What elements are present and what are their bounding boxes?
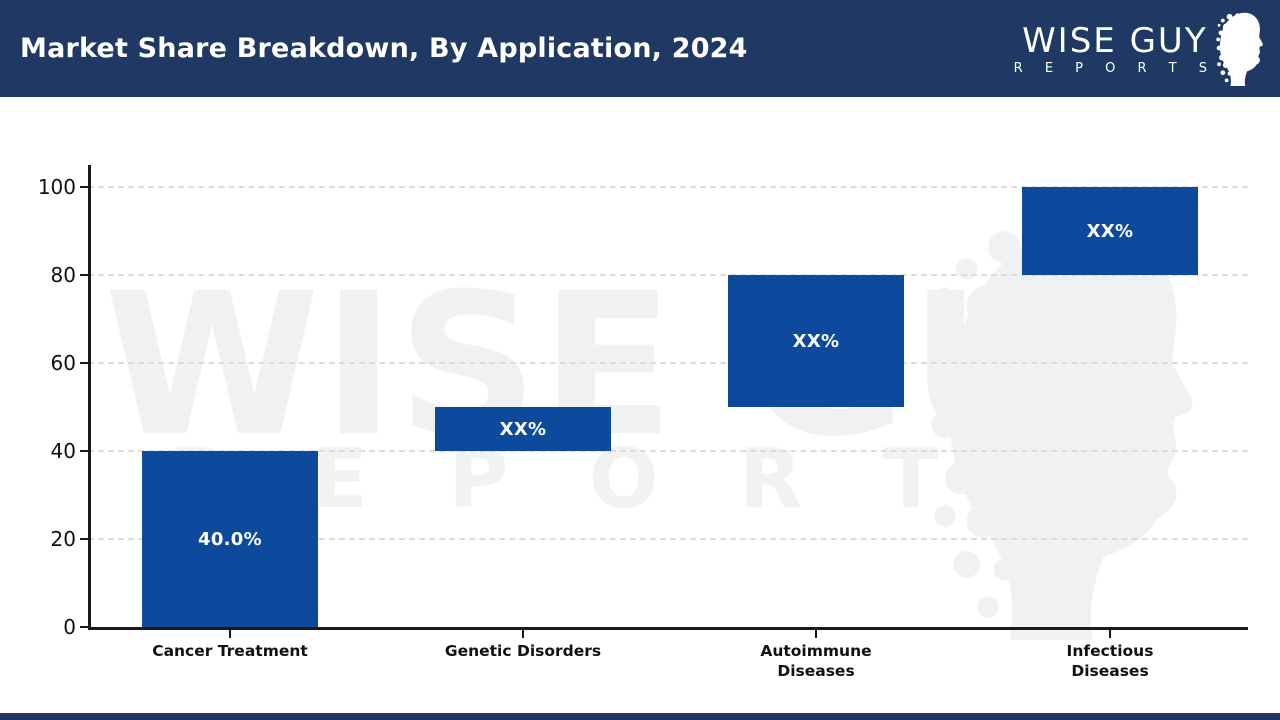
gridline-80: [88, 274, 1248, 276]
gridline-60: [88, 362, 1248, 364]
logo-subtitle-text: R E P O R T S: [1013, 60, 1216, 76]
bar-genetic-disorders: XX%: [435, 407, 611, 451]
x-category-label: Infectious Diseases: [1066, 642, 1154, 680]
bar-value-label: XX%: [1086, 220, 1134, 242]
y-tick-label-100: 100: [37, 175, 76, 199]
y-tick-0: [80, 626, 88, 628]
x-tick-3: [815, 630, 817, 638]
bar-value-label: XX%: [499, 418, 547, 440]
y-tick-40: [80, 450, 88, 452]
watermark-text-line2: R E P O R T S: [168, 432, 1105, 527]
gridline-40: [88, 450, 1248, 452]
x-category-label: Autoimmune Diseases: [760, 642, 872, 680]
y-tick-100: [80, 186, 88, 188]
logo-dotface-icon: [1210, 11, 1268, 87]
y-tick-20: [80, 538, 88, 540]
wise-guy-reports-logo: WISE GUY R E P O R T S: [1014, 6, 1268, 92]
x-category-label: Genetic Disorders: [444, 642, 602, 660]
y-tick-label-40: 40: [50, 439, 76, 463]
y-tick-label-60: 60: [50, 351, 76, 375]
logo-name-text: WISE GUY: [1022, 20, 1208, 61]
y-tick-80: [80, 274, 88, 276]
x-axis-line: [88, 627, 1248, 630]
x-tick-4: [1109, 630, 1111, 638]
x-tick-1: [229, 630, 231, 638]
y-tick-label-20: 20: [50, 527, 76, 551]
logo-text: WISE GUY R E P O R T S: [1014, 23, 1216, 76]
watermark-dotface-logo: [893, 215, 1223, 645]
bar-value-label: XX%: [792, 330, 840, 352]
header-bar: Market Share Breakdown, By Application, …: [0, 0, 1280, 97]
bar-infectious-diseases: XX%: [1022, 187, 1198, 275]
y-axis-line: [88, 165, 91, 630]
bar-value-label: 40.0%: [198, 528, 262, 550]
y-tick-label-0: 0: [63, 615, 76, 639]
page-title: Market Share Breakdown, By Application, …: [20, 33, 748, 64]
y-tick-label-80: 80: [50, 263, 76, 287]
gridline-20: [88, 538, 1248, 540]
x-tick-2: [522, 630, 524, 638]
footer-bar: [0, 713, 1280, 720]
gridline-100: [88, 186, 1248, 188]
bar-cancer-treatment: 40.0%: [142, 451, 318, 627]
x-category-label: Cancer Treatment: [152, 642, 308, 660]
bar-autoimmune-diseases: XX%: [728, 275, 904, 407]
y-tick-60: [80, 362, 88, 364]
